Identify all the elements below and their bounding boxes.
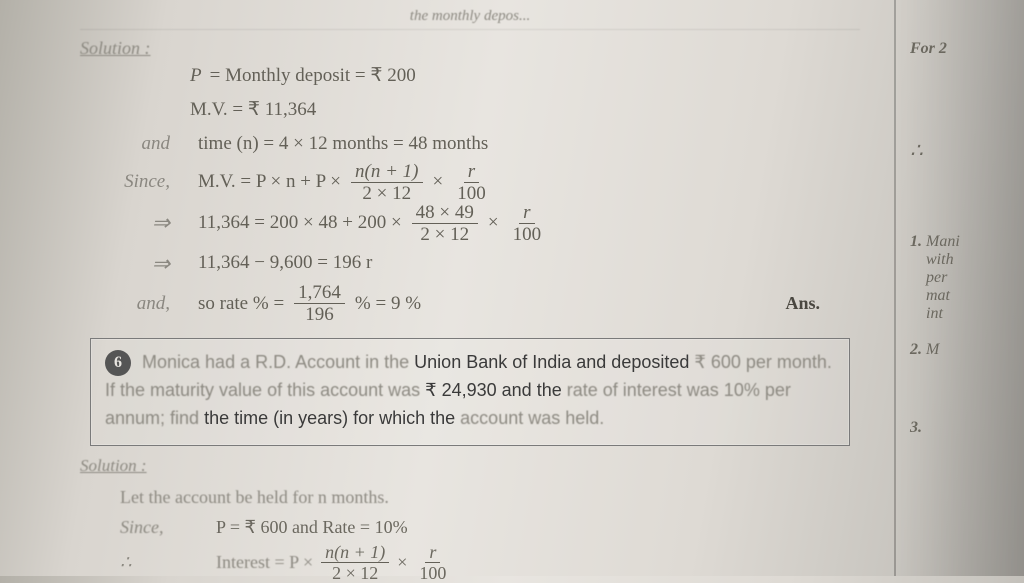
line1-text: = Monthly deposit = ₹ 200 — [210, 59, 416, 93]
edge-item3: 3. — [910, 419, 1010, 437]
times-2: × — [488, 206, 499, 240]
times-1: × — [433, 165, 444, 199]
frac3-num: 48 × 49 — [412, 203, 478, 224]
sol2-line1-text: Let the account be held for n months. — [120, 482, 389, 513]
q-text-b: Union Bank of India and deposited — [414, 352, 694, 372]
sol2-line2: Since, P = ₹ 600 and Rate = 10% — [120, 512, 860, 543]
fraction-5: 1,764 196 — [294, 283, 345, 324]
edge-item1: 1. Mani with per mat int — [910, 233, 1010, 323]
sol2-frac1-num: n(n + 1) — [321, 543, 389, 563]
work-line-4: Since, M.V. = P × n + P × n(n + 1) 2 × 1… — [190, 162, 860, 203]
edge-1d: mat — [926, 287, 950, 304]
frac2-num: r — [464, 162, 479, 183]
edge-1e: int — [926, 305, 943, 322]
sol2-since: Since, — [120, 512, 210, 543]
work-line-3: and time (n) = 4 × 12 months = 48 months — [190, 127, 860, 161]
line7-lhs: so rate % = — [198, 287, 284, 321]
frac5-den: 196 — [301, 304, 338, 324]
question-box: 6 Monica had a R.D. Account in the Union… — [90, 338, 850, 446]
edge-2: M — [926, 341, 939, 358]
ans-label: Ans. — [785, 287, 820, 319]
sol2-line2-text: P = ₹ 600 and Rate = 10% — [216, 512, 408, 543]
solution-label: Solution : — [80, 38, 860, 59]
frac4-den: 100 — [509, 224, 546, 244]
q-text-a: Monica had a R.D. Account in the — [142, 352, 414, 372]
worked-solution: P = Monthly deposit = ₹ 200 M.V. = ₹ 11,… — [190, 59, 860, 324]
arrow-2: ⇒ — [90, 244, 170, 284]
frac4-num: r — [519, 203, 534, 224]
sol2-frac2: r 100 — [415, 543, 450, 582]
page-content: the monthly depos... Solution : P = Mont… — [60, 0, 880, 576]
line5-lhs: 11,364 = 200 × 48 + 200 × — [198, 206, 402, 240]
sol2-times: × — [397, 547, 407, 578]
and-label: and — [90, 127, 170, 161]
frac1-den: 2 × 12 — [358, 183, 415, 203]
edge-for2: For 2 — [910, 40, 1010, 58]
fraction-4: r 100 — [509, 203, 546, 244]
solution2-label: Solution : — [80, 456, 860, 476]
work-line-7: and, so rate % = 1,764 196 % = 9 % Ans. — [190, 283, 860, 324]
next-page-edge: For 2 ∴ 1. Mani with per mat int 2. M 3. — [894, 0, 1024, 576]
p-var: P — [190, 59, 202, 93]
fraction-3: 48 × 49 2 × 12 — [412, 203, 478, 244]
edge-2-num: 2. — [910, 341, 922, 358]
arrow-1: ⇒ — [90, 203, 170, 243]
sol2-line3-lhs: Interest = P × — [216, 547, 313, 578]
work-line-2: M.V. = ₹ 11,364 — [190, 93, 860, 127]
question-number-circle: 6 — [105, 350, 131, 376]
edge-dots: ∴ — [910, 138, 1010, 163]
frac2-den: 100 — [453, 183, 490, 203]
fraction-2: r 100 — [453, 162, 490, 203]
sol2-line3: ∴ Interest = P × n(n + 1) 2 × 12 × r 100 — [120, 543, 860, 582]
line6-text: 11,364 − 9,600 = 196 r — [198, 246, 372, 280]
edge-1c: per — [926, 269, 947, 286]
sol2-frac1-den: 2 × 12 — [328, 563, 382, 582]
sol2-therefore: ∴ — [120, 547, 210, 578]
line7-rhs: % = 9 % — [355, 287, 421, 321]
and2-label: and, — [90, 287, 170, 321]
frac3-den: 2 × 12 — [416, 224, 473, 244]
sol2-line1: Let the account be held for n months. — [120, 482, 860, 513]
top-fragment: the monthly depos... — [80, 8, 860, 30]
fraction-1: n(n + 1) 2 × 12 — [351, 162, 422, 203]
q-text-d: ₹ 24,930 and the — [425, 380, 567, 400]
sol2-frac1: n(n + 1) 2 × 12 — [321, 543, 389, 582]
frac1-num: n(n + 1) — [351, 162, 422, 183]
frac5-num: 1,764 — [294, 283, 345, 304]
sol2-frac2-num: r — [425, 543, 440, 563]
work-line-6: ⇒ 11,364 − 9,600 = 196 r — [190, 244, 860, 284]
edge-1-num: 1. — [910, 233, 922, 250]
edge-item2: 2. M — [910, 341, 1010, 359]
work-line-5: ⇒ 11,364 = 200 × 48 + 200 × 48 × 49 2 × … — [190, 203, 860, 244]
edge-3-num: 3. — [910, 419, 922, 436]
line4-lhs: M.V. = P × n + P × — [198, 165, 341, 199]
solution2-body: Let the account be held for n months. Si… — [120, 482, 860, 582]
sol2-frac2-den: 100 — [415, 563, 450, 582]
work-line-1: P = Monthly deposit = ₹ 200 — [190, 59, 860, 93]
edge-1b: with — [926, 251, 954, 268]
line2-text: M.V. = ₹ 11,364 — [190, 93, 316, 127]
since-label: Since, — [90, 165, 170, 199]
edge-1a: Mani — [926, 233, 960, 250]
q-text-g: account was held. — [460, 408, 604, 428]
q-text-f: the time (in years) for which the — [204, 408, 460, 428]
line3-text: time (n) = 4 × 12 months = 48 months — [198, 127, 488, 161]
